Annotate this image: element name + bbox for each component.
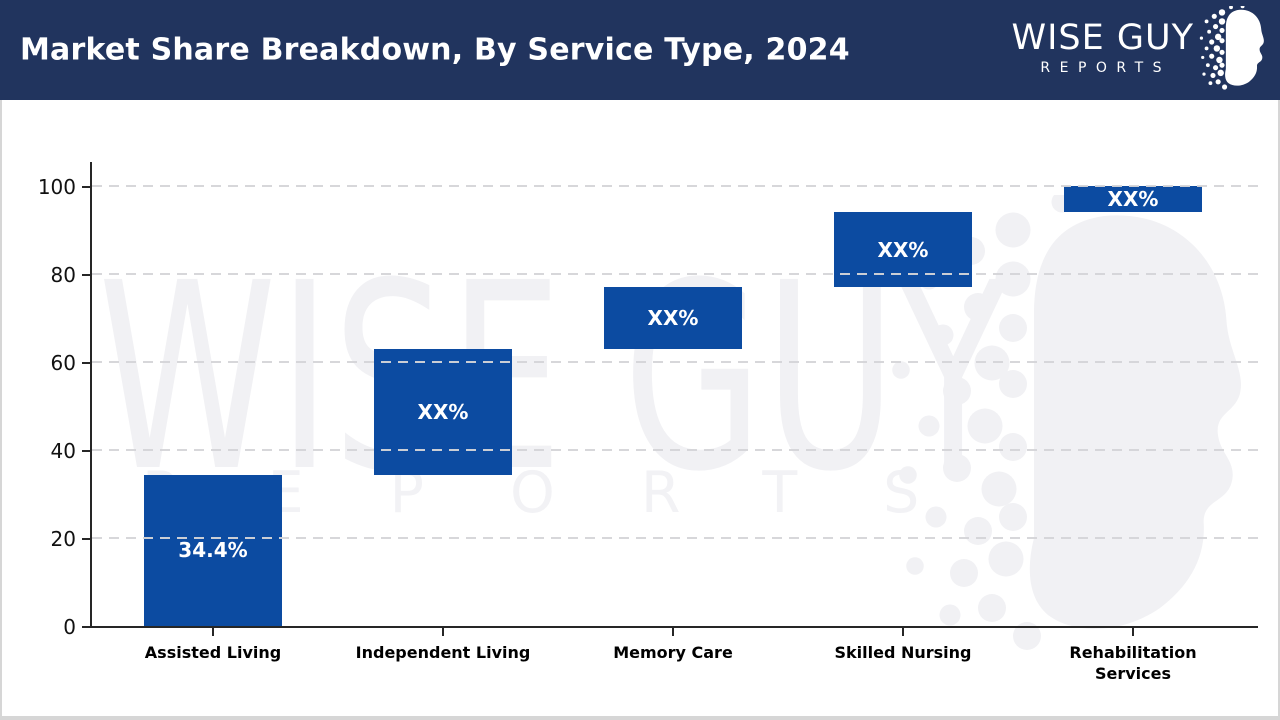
x-axis-line (90, 626, 1258, 628)
x-tick-label: Memory Care (613, 643, 733, 662)
page-title: Market Share Breakdown, By Service Type,… (20, 32, 850, 68)
logo-text: WISE GUY REPORTS (1011, 18, 1194, 76)
bar-segment (144, 474, 282, 626)
dotted-face-icon (1192, 6, 1270, 96)
bar-segment (1064, 186, 1202, 213)
y-tick-label: 60 (50, 351, 76, 375)
chart-canvas: WISE GUY REPORTS 34.4% XX% XX% XX% XX% 0 20 40 6… (0, 100, 1280, 720)
y-tick-mark (82, 186, 90, 188)
x-tick-mark (1132, 628, 1134, 636)
y-tick-mark (82, 362, 90, 364)
x-tick-label: Rehabilitation Services (1069, 643, 1197, 683)
bar-value-label: XX% (417, 399, 469, 424)
bar-segment (374, 348, 512, 475)
gridline (92, 273, 1258, 275)
bar-segment (604, 287, 742, 349)
y-tick-label: 0 (63, 615, 76, 639)
y-tick-label: 40 (50, 439, 76, 463)
x-tick-mark (442, 628, 444, 636)
gridline (92, 537, 1258, 539)
y-tick-mark (82, 626, 90, 628)
gridline (92, 361, 1258, 363)
wise-guy-reports-logo: WISE GUY REPORTS (1011, 0, 1272, 100)
y-tick-mark (82, 538, 90, 540)
x-tick-label: Skilled Nursing (834, 643, 972, 662)
y-tick-label: 80 (50, 263, 76, 287)
x-tick-label: Independent Living (355, 643, 531, 662)
gridline (92, 185, 1258, 187)
y-axis-line (90, 162, 92, 628)
x-tick-label: Assisted Living (144, 643, 282, 662)
x-tick-mark (902, 628, 904, 636)
x-tick-mark (672, 628, 674, 636)
bar-value-label: 34.4% (178, 538, 248, 563)
y-tick-label: 100 (37, 175, 76, 199)
y-tick-mark (82, 450, 90, 452)
y-tick-mark (82, 274, 90, 276)
x-tick-mark (212, 628, 214, 636)
header-banner: Market Share Breakdown, By Service Type,… (0, 0, 1280, 100)
logo-subtitle: REPORTS (1040, 60, 1172, 76)
bar-value-label: XX% (877, 237, 929, 262)
bar-value-label: XX% (647, 305, 699, 330)
bar-value-label: XX% (1107, 187, 1159, 212)
gridline (92, 449, 1258, 451)
y-tick-label: 20 (50, 527, 76, 551)
logo-wordmark: WISE GUY (1011, 18, 1194, 58)
